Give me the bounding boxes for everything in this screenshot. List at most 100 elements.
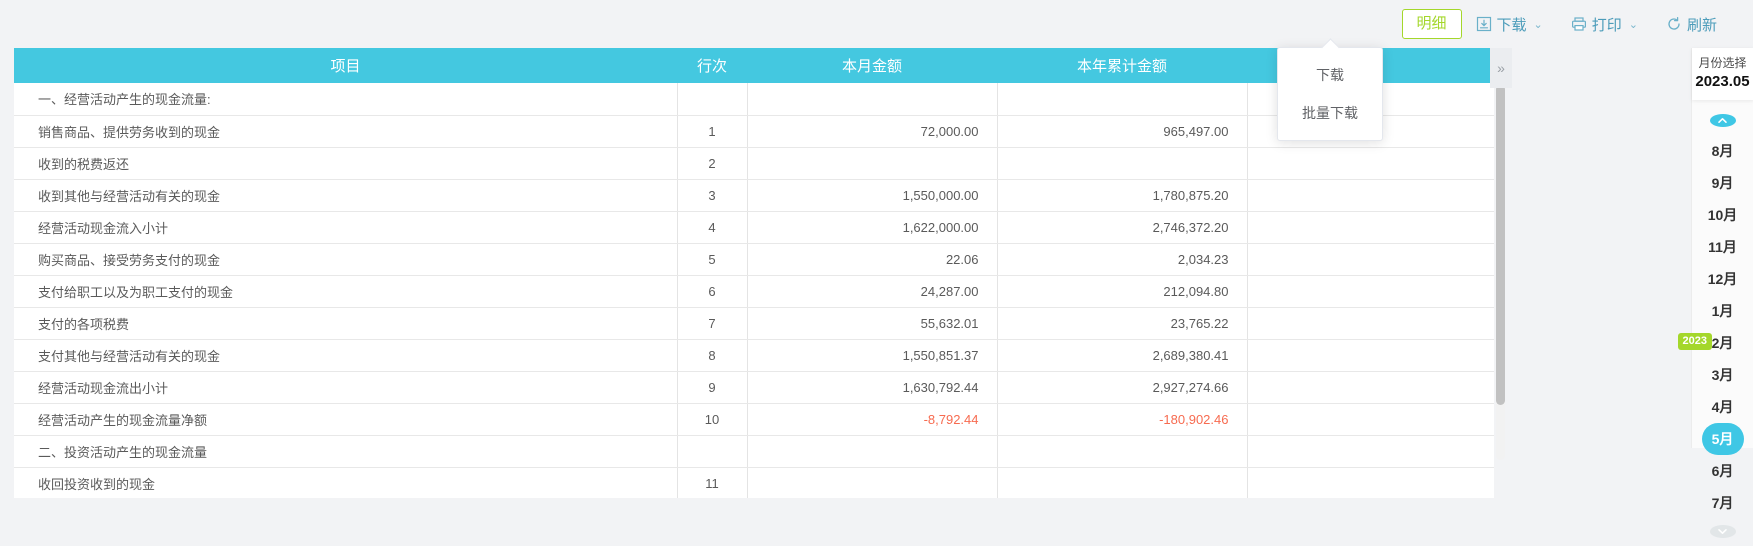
print-button[interactable]: 打印 ⌄ [1557,8,1652,41]
table-header-row: 项目 行次 本月金额 本年累计金额 计 [14,48,1494,83]
cell-month-amount: 1,550,851.37 [747,339,998,372]
sidebar-collapse-toggle[interactable]: » [1490,48,1512,88]
cell-line-no: 5 [677,243,748,276]
refresh-icon [1666,16,1682,32]
scrollbar-thumb[interactable] [1496,85,1505,405]
cell-ytd-amount [997,435,1248,468]
month-list[interactable]: 2023 8月 9月 10月 11月 12月 1月 2月 3月 4月 5月 6月 7月 [1677,135,1744,519]
refresh-button[interactable]: 刷新 [1652,8,1731,41]
cell-month-amount [747,83,998,116]
cell-ytd-amount [997,147,1248,180]
chevron-right-double-icon: » [1497,60,1505,76]
month-item-8月[interactable]: 8月 [1711,143,1734,159]
cell-item: 收到其他与经营活动有关的现金 [14,179,678,212]
table-row[interactable]: 支付其他与经营活动有关的现金 8 1,550,851.37 2,689,380.41 [14,339,1494,372]
month-item-6月[interactable]: 6月 [1711,463,1734,479]
table-row[interactable]: 支付的各项税费 7 55,632.01 23,765.22 [14,307,1494,340]
table-body: 一、经营活动产生的现金流量: 销售商品、提供劳务收到的现金 1 72,000.00 96… [14,83,1494,498]
table-row[interactable]: 收到其他与经营活动有关的现金 3 1,550,000.00 1,780,875.20 [14,179,1494,212]
cell-line-no: 11 [677,467,748,498]
cell-total [1247,307,1494,340]
cell-ytd-amount: 2,927,274.66 [997,371,1248,404]
cell-total [1247,467,1494,498]
month-item-1月[interactable]: 1月 [1711,303,1734,319]
chevron-down-icon: ⌄ [1533,18,1543,31]
cell-total [1247,435,1494,468]
chevron-down-circle-icon[interactable] [1709,525,1736,538]
cell-line-no [677,435,748,468]
table-row[interactable]: 经营活动现金流出小计 9 1,630,792.44 2,927,274.66 [14,371,1494,404]
table-header: 项目 行次 本月金额 本年累计金额 计 [14,48,1494,83]
cell-total [1247,371,1494,404]
month-item-10月[interactable]: 10月 [1707,207,1738,223]
column-header-ytd-amt[interactable]: 本年累计金额 [997,48,1247,83]
table-row[interactable]: 收回投资收到的现金 11 [14,467,1494,498]
cell-ytd-amount [997,467,1248,498]
cell-line-no: 1 [677,115,748,148]
cell-ytd-amount: -180,902.46 [997,403,1248,436]
month-selector-header: 月份选择 2023.05 [1691,48,1753,100]
cell-line-no: 9 [677,371,748,404]
dropdown-item-batch-download[interactable]: 批量下载 [1302,105,1358,121]
cell-line-no: 10 [677,403,748,436]
detail-button[interactable]: 明细 [1401,8,1462,40]
table-row[interactable]: 收到的税费返还 2 [14,147,1494,180]
cell-total [1247,243,1494,276]
month-item-4月[interactable]: 4月 [1711,399,1734,415]
table-row[interactable]: 经营活动产生的现金流量净额 10 -8,792.44 -180,902.46 [14,403,1494,436]
month-item-12月[interactable]: 12月 [1707,271,1738,287]
cell-item: 经营活动现金流入小计 [14,211,678,244]
cell-total [1247,339,1494,372]
download-button[interactable]: 下载 ⌄ [1462,8,1557,41]
cell-item: 二、投资活动产生的现金流量 [14,435,678,468]
cell-total [1247,403,1494,436]
chevron-up-circle-icon[interactable] [1709,114,1736,127]
cell-month-amount: 1,630,792.44 [747,371,998,404]
chevron-down-icon-print: ⌄ [1628,18,1638,31]
cell-month-amount: -8,792.44 [747,403,998,436]
month-item-5月[interactable]: 5月 [1701,423,1744,455]
month-selector-title: 月份选择 [1698,56,1747,70]
cell-month-amount: 1,550,000.00 [747,179,998,212]
table-row[interactable]: 销售商品、提供劳务收到的现金 1 72,000.00 965,497.00 [14,115,1494,148]
cell-month-amount: 22.06 [747,243,998,276]
cell-ytd-amount: 2,746,372.20 [997,211,1248,244]
month-item-11月[interactable]: 11月 [1708,239,1737,255]
cell-ytd-amount: 2,689,380.41 [997,339,1248,372]
table-row[interactable]: 二、投资活动产生的现金流量 [14,435,1494,468]
column-header-line-no[interactable]: 行次 [677,48,747,83]
printer-icon [1571,16,1587,32]
cell-ytd-amount [997,83,1248,116]
dropdown-item-download[interactable]: 下载 [1316,67,1344,83]
selected-month-value: 2023.05 [1695,73,1750,90]
table-vertical-scrollbar[interactable] [1496,85,1505,460]
cell-line-no: 7 [677,307,748,340]
month-item-2月[interactable]: 2月 [1711,335,1734,351]
cell-item: 支付其他与经营活动有关的现金 [14,339,678,372]
table-row[interactable]: 经营活动现金流入小计 4 1,622,000.00 2,746,372.20 [14,211,1494,244]
cell-ytd-amount: 1,780,875.20 [997,179,1248,212]
month-item-3月[interactable]: 3月 [1711,367,1734,383]
table-row[interactable]: 一、经营活动产生的现金流量: [14,83,1494,116]
refresh-label: 刷新 [1686,16,1717,34]
cell-total [1247,275,1494,308]
cell-item: 支付给职工以及为职工支付的现金 [14,275,678,308]
cell-ytd-amount: 2,034.23 [997,243,1248,276]
toolbar: 明细 下载 ⌄ 打印 ⌄ [0,0,1753,48]
cell-month-amount: 55,632.01 [747,307,998,340]
cell-item: 收回投资收到的现金 [14,467,678,498]
table-row[interactable]: 购买商品、接受劳务支付的现金 5 22.06 2,034.23 [14,243,1494,276]
month-item-9月[interactable]: 9月 [1711,175,1734,191]
cell-ytd-amount: 212,094.80 [997,275,1248,308]
cell-line-no: 8 [677,339,748,372]
cell-total [1247,147,1494,180]
month-item-7月[interactable]: 7月 [1711,495,1734,511]
table-row[interactable]: 支付给职工以及为职工支付的现金 6 24,287.00 212,094.80 [14,275,1494,308]
column-header-item[interactable]: 项目 [14,48,677,83]
cell-total [1247,179,1494,212]
cell-item: 支付的各项税费 [14,307,678,340]
column-header-month-amt[interactable]: 本月金额 [747,48,997,83]
cell-item: 购买商品、接受劳务支付的现金 [14,243,678,276]
cashflow-table-container[interactable]: 项目 行次 本月金额 本年累计金额 计 一、经营活动产生的现金流量:销售商品、提… [14,48,1494,498]
